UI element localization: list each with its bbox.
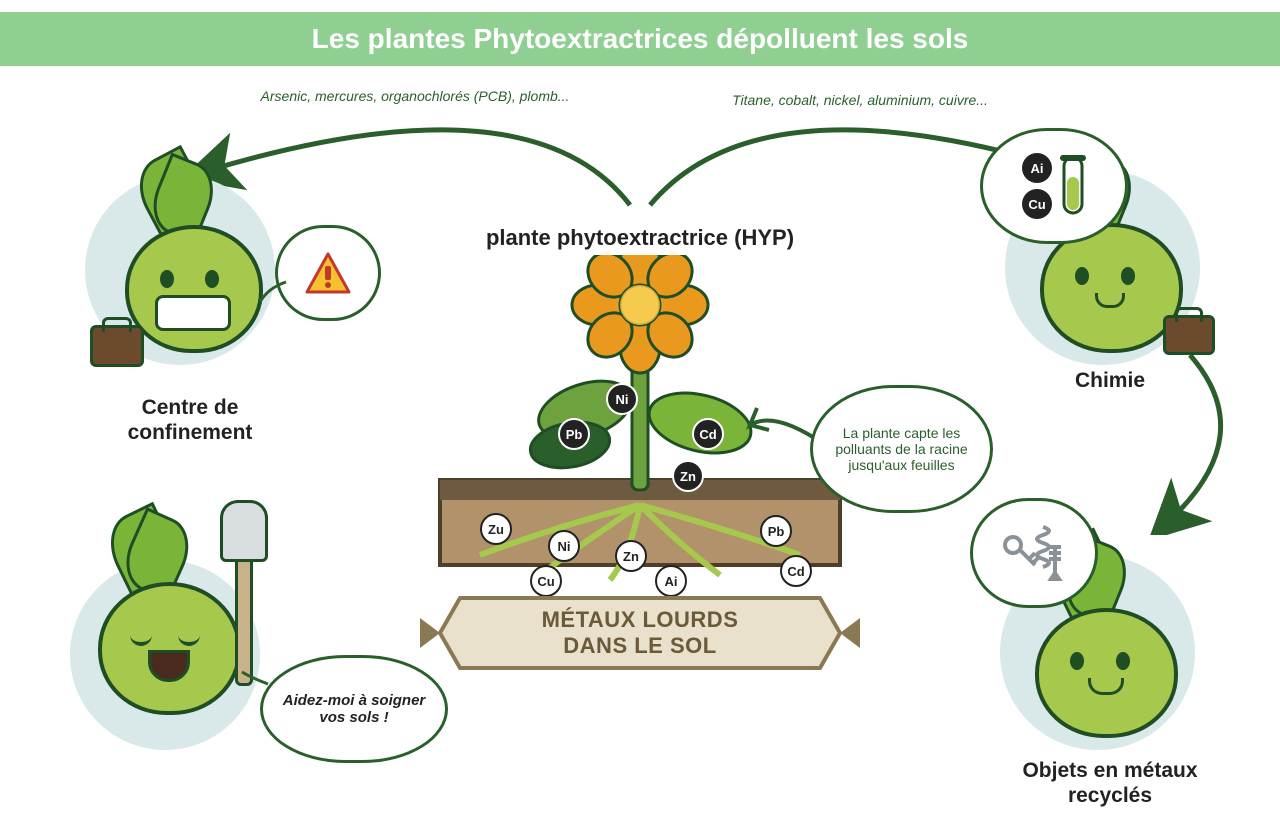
center-callout: La plante capte les polluants de la raci… <box>810 385 993 513</box>
arrow-left-label: Arsenic, mercures, organochlorés (PCB), … <box>235 88 595 105</box>
metal-objects-icon <box>999 523 1069 583</box>
chem-chip: Cu <box>1022 189 1052 219</box>
alert-icon <box>305 252 351 294</box>
sprout-confinement <box>110 170 270 370</box>
label-chimie: Chimie <box>1035 368 1185 393</box>
metal-badge-root: Pb <box>760 515 792 547</box>
center-label: plante phytoextractrice (HYP) <box>460 225 820 251</box>
title-bar: Les plantes Phytoextractrices dépolluent… <box>0 12 1280 66</box>
metal-badge-leaf: Pb <box>558 418 590 450</box>
chem-chip: Ai <box>1022 153 1052 183</box>
speech-recycle <box>970 498 1098 608</box>
metal-badge-root: Zn <box>615 540 647 572</box>
metal-badge-leaf: Zn <box>672 460 704 492</box>
speech-help: Aidez-moi à soigner vos sols ! <box>260 655 448 763</box>
speech-alert-tail <box>258 280 288 305</box>
metal-badge-root: Zu <box>480 513 512 545</box>
test-tube-icon <box>1060 155 1086 217</box>
arrow-right-label: Titane, cobalt, nickel, aluminium, cuivr… <box>680 92 1040 109</box>
label-confinement: Centre de confinement <box>90 395 290 445</box>
metal-badge-leaf: Ni <box>606 383 638 415</box>
metal-badge-leaf: Cd <box>692 418 724 450</box>
speech-alert <box>275 225 381 321</box>
speech-chimie: Ai Cu <box>980 128 1128 244</box>
sprout-gardener <box>80 520 250 740</box>
label-recycle: Objets en métaux recyclés <box>1000 758 1220 808</box>
infographic-stage: Les plantes Phytoextractrices dépolluent… <box>0 0 1280 821</box>
banner-text: MÉTAUX LOURDS DANS LE SOL <box>455 598 825 668</box>
speech-help-tail <box>240 670 270 698</box>
metal-badge-root: Ni <box>548 530 580 562</box>
